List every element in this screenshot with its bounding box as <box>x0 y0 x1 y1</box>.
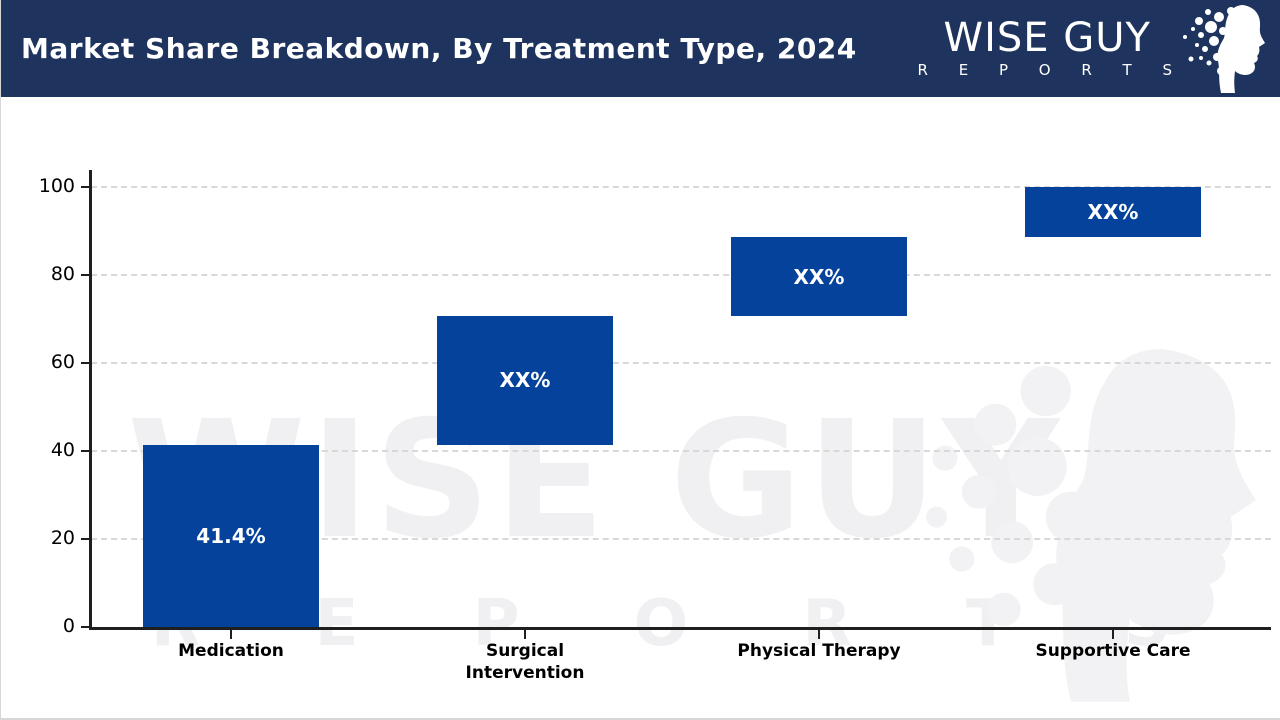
y-axis-tick <box>81 450 91 452</box>
bar-supportive-care <box>1025 187 1201 238</box>
gridline <box>91 450 1271 452</box>
brand-name: WISE GUY <box>943 15 1151 61</box>
y-axis-tick <box>81 274 91 276</box>
brand-logo-text: WISE GUY R E P O R T S <box>910 18 1185 79</box>
header-bar: Market Share Breakdown, By Treatment Typ… <box>1 0 1280 97</box>
y-axis-tick-label: 0 <box>62 615 75 637</box>
y-axis-tick-label: 60 <box>50 351 75 373</box>
y-axis-tick-label: 80 <box>50 263 75 285</box>
y-axis-tick-label: 40 <box>50 439 75 461</box>
plot: 0 20 40 60 80 100 41.4% Medication XX% Surgical In… <box>1 97 1280 718</box>
x-axis-tick <box>230 630 232 639</box>
y-axis-tick <box>81 186 91 188</box>
bar-medication <box>143 444 319 627</box>
x-axis-line <box>89 627 1271 630</box>
bar-value-label: XX% <box>499 368 551 393</box>
bar-value-label: XX% <box>793 264 845 289</box>
brand-head-icon <box>1183 4 1265 93</box>
brand-logo: WISE GUY R E P O R T S <box>910 3 1280 95</box>
x-axis-category-label: Surgical Intervention <box>465 641 585 684</box>
x-axis-tick <box>524 630 526 639</box>
x-axis-category-label: Medication <box>178 641 284 661</box>
x-axis-category-label: Supportive Care <box>1035 641 1191 661</box>
x-axis-tick <box>818 630 820 639</box>
bar-surgical-intervention <box>437 315 613 445</box>
y-axis-tick <box>81 362 91 364</box>
y-axis-line <box>89 170 92 630</box>
gridline <box>91 538 1271 540</box>
gridline <box>91 362 1271 364</box>
y-axis-tick <box>81 626 91 628</box>
bar-physical-therapy <box>731 237 907 316</box>
x-axis-tick <box>1112 630 1114 639</box>
chart-area: WISE GUY R E P O R T S 0 20 40 60 80 100 41.4%… <box>1 97 1280 718</box>
x-axis-category-label: Physical Therapy <box>737 641 901 661</box>
chart-title: Market Share Breakdown, By Treatment Typ… <box>21 32 857 65</box>
y-axis-tick-label: 100 <box>38 175 75 197</box>
y-axis-tick <box>81 538 91 540</box>
gridline <box>91 274 1271 276</box>
gridline <box>91 186 1271 188</box>
y-axis-tick-label: 20 <box>50 527 75 549</box>
brand-subtitle: R E P O R T S <box>917 61 1185 79</box>
bar-value-label: 41.4% <box>196 523 266 548</box>
bar-value-label: XX% <box>1087 200 1139 225</box>
